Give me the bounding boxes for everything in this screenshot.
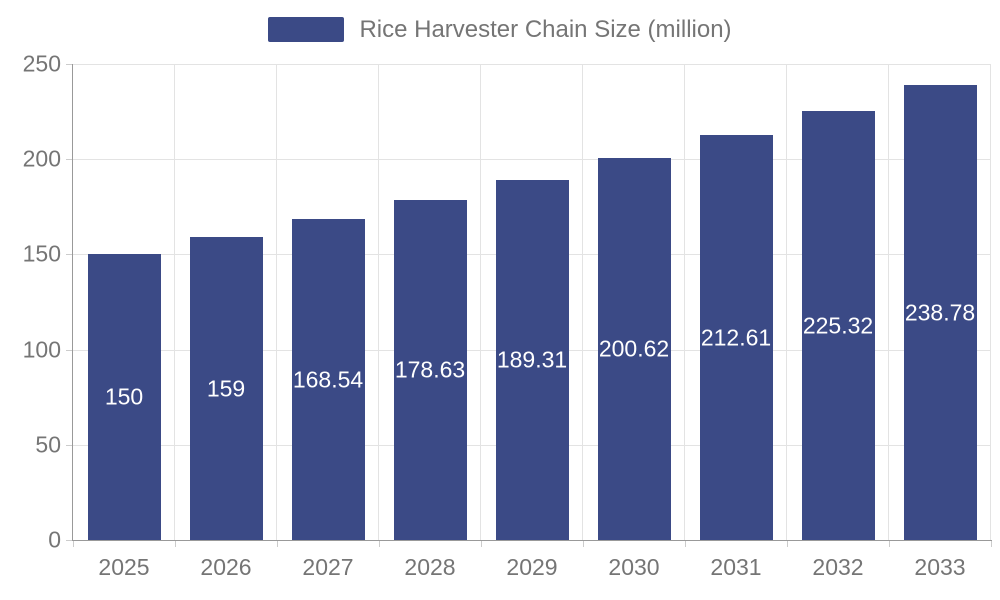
x-axis-category-label: 2028 [404,554,456,580]
bar-2033[interactable]: 238.78 [903,85,977,540]
x-axis-category-label: 2025 [98,554,150,580]
legend[interactable]: Rice Harvester Chain Size (million) [0,17,1000,42]
gridline-vertical [378,64,379,540]
x-axis-category-label: 2027 [302,554,354,580]
x-axis-tick [481,541,482,547]
gridline-vertical [990,64,991,540]
y-axis-tick [66,444,72,446]
bar-2027[interactable]: 168.54 [291,219,365,540]
y-axis-tick-label: 150 [22,240,61,267]
x-axis-category-label: 2029 [506,554,558,580]
x-axis-tick [379,541,380,547]
x-axis-tick [175,541,176,547]
gridline-vertical [684,64,685,540]
bar-value-label: 238.78 [904,299,976,326]
bar-value-label: 178.63 [394,356,466,383]
gridline-vertical [174,64,175,540]
gridline-vertical [276,64,277,540]
y-axis-tick-label: 250 [22,50,61,77]
gridline-vertical [888,64,889,540]
legend-label: Rice Harvester Chain Size (million) [359,16,732,43]
x-axis-tick [787,541,788,547]
x-axis-tick [277,541,278,547]
bar-value-label: 212.61 [700,324,772,351]
bar-2025[interactable]: 150 [87,254,161,540]
bar-value-label: 225.32 [802,312,874,338]
plot-area: 0 50 100 150 200 250 150 2025 159 2026 168.54 2027 1… [23,51,992,580]
bar-2030[interactable]: 200.62 [597,158,671,540]
y-axis-tick [66,64,72,65]
x-axis-tick [889,541,890,547]
y-axis-tick [66,540,72,541]
gridline-vertical [786,64,787,540]
bar-2032[interactable]: 225.32 [801,111,875,540]
bar-2028[interactable]: 178.63 [393,199,467,540]
x-axis-category-label: 2031 [710,554,762,580]
x-axis-tick [685,541,686,547]
x-axis-category-label: 2026 [200,554,252,580]
x-axis-category-label: 2030 [608,554,660,580]
y-axis-tick-label: 200 [22,145,61,172]
bar-value-label: 168.54 [292,366,364,393]
bar-value-label: 189.31 [496,346,568,373]
gridline-vertical [582,64,583,540]
x-axis-category-label: 2033 [914,554,966,580]
y-axis-tick [66,349,72,351]
gridline-horizontal [73,64,991,65]
y-axis-tick-label: 100 [22,336,61,363]
gridline-horizontal [73,159,991,161]
bar-2031[interactable]: 212.61 [699,135,773,540]
y-axis-line [72,64,73,540]
x-axis-category-label: 2032 [812,554,864,580]
x-axis-tick [583,541,584,547]
x-axis-tick [991,541,992,547]
y-axis-tick-label: 50 [35,431,61,458]
bar-value-label: 159 [206,375,246,402]
x-axis-line [72,540,992,541]
y-axis-tick [66,254,72,256]
bar-value-label: 150 [104,383,144,410]
bar-value-label: 200.62 [598,335,670,362]
gridline-vertical [480,64,481,540]
y-axis-tick-label: 0 [48,526,61,553]
x-axis-tick [73,541,74,547]
y-axis-tick [66,159,72,161]
legend-swatch [268,17,345,42]
bar-2026[interactable]: 159 [189,237,263,540]
bar-2029[interactable]: 189.31 [495,179,569,540]
